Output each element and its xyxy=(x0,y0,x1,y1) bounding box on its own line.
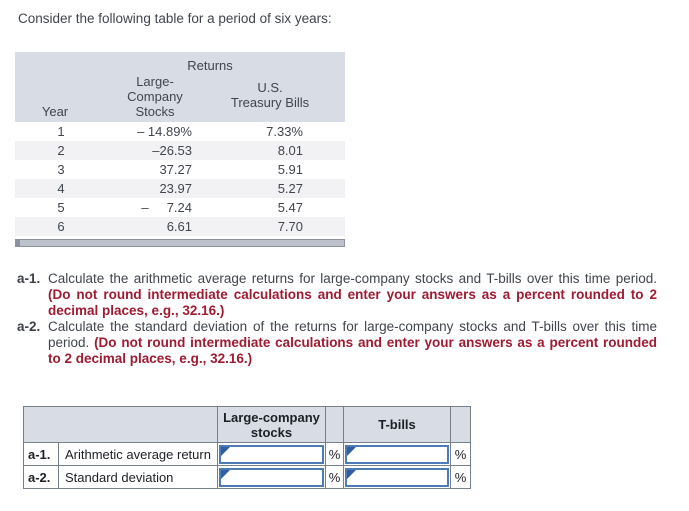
a2-stocks-percent-label: % xyxy=(325,465,344,489)
answer-marker-icon xyxy=(221,469,230,479)
question-a2-instruction: (Do not round intermediate calculations … xyxy=(48,335,657,366)
returns-row-4: 4 23.97 5.27 xyxy=(15,179,345,198)
returns-tbills-cell: 5.91 xyxy=(277,162,303,177)
a2-tbills-answer-box[interactable] xyxy=(345,467,449,487)
returns-filler-cell xyxy=(325,179,345,198)
answer-row-a2-desc: Standard deviation xyxy=(58,465,218,489)
a2-stocks-input-cell xyxy=(217,465,326,489)
returns-year-cell: 2 xyxy=(57,143,65,158)
returns-year-cell: 4 xyxy=(57,181,65,196)
returns-tbills-cell: 5.47 xyxy=(277,200,303,215)
intro-text: Consider the following table for a perio… xyxy=(18,11,332,26)
table-horizontal-scrollbar[interactable] xyxy=(15,239,345,247)
answer-header-spacer-1 xyxy=(325,406,344,443)
returns-filler-cell xyxy=(325,217,345,236)
a2-tbills-percent-label: % xyxy=(450,465,471,489)
scrollbar-notch xyxy=(16,240,20,246)
a1-tbills-percent-label: % xyxy=(450,442,471,466)
question-a1-text: Calculate the arithmetic average returns… xyxy=(48,271,657,286)
returns-year-cell: 6 xyxy=(57,219,65,234)
question-a1: a-1. Calculate the arithmetic average re… xyxy=(17,271,657,319)
column-header-us-treasury-bills: U.S. Treasury Bills xyxy=(230,80,310,110)
returns-tbills-cell: 8.01 xyxy=(277,143,303,158)
answer-marker-icon xyxy=(347,469,356,479)
question-a1-instruction: (Do not round intermediate calculations … xyxy=(48,287,657,318)
answer-row-a2: a-2. Standard deviation % % xyxy=(23,465,471,489)
returns-row-1: 1 – 14.89% 7.33% xyxy=(15,122,345,141)
returns-filler-cell xyxy=(325,141,345,160)
column-header-large-company-stocks: Large- Company Stocks xyxy=(127,74,183,119)
returns-filler-cell xyxy=(325,122,345,141)
answer-row-a1-label: a-1. xyxy=(23,442,59,466)
answer-header-row: Large-company stocks T-bills xyxy=(23,406,471,443)
column-header-year: Year xyxy=(41,104,69,119)
answer-marker-icon xyxy=(347,446,356,456)
question-a2-body: Calculate the standard deviation of the … xyxy=(48,319,657,367)
returns-table-header: Returns Year Large- Company Stocks U.S. … xyxy=(15,52,345,122)
question-a2-label: a-2. xyxy=(17,319,41,334)
answer-header-spacer-2 xyxy=(450,406,471,443)
answer-header-blank xyxy=(23,406,218,443)
answer-row-a2-label: a-2. xyxy=(23,465,59,489)
returns-year-cell: 1 xyxy=(57,124,65,139)
a2-tbills-input[interactable] xyxy=(347,469,447,485)
answer-header-large-company-stocks: Large-company stocks xyxy=(217,406,326,443)
returns-stocks-cell: 23.97 xyxy=(159,181,192,196)
a2-stocks-answer-box[interactable] xyxy=(219,467,324,487)
returns-row-6: 6 6.61 7.70 xyxy=(15,217,345,236)
question-a2: a-2. Calculate the standard deviation of… xyxy=(17,319,657,367)
a1-stocks-percent-label: % xyxy=(325,442,344,466)
returns-filler-cell xyxy=(325,160,345,179)
returns-table: Returns Year Large- Company Stocks U.S. … xyxy=(15,52,345,247)
a1-tbills-input[interactable] xyxy=(347,446,447,462)
returns-title: Returns xyxy=(187,58,233,73)
returns-filler-cell xyxy=(325,198,345,217)
returns-stocks-cell: 37.27 xyxy=(159,162,192,177)
answer-marker-icon xyxy=(221,446,230,456)
a1-stocks-input[interactable] xyxy=(221,446,322,462)
returns-row-3: 3 37.27 5.91 xyxy=(15,160,345,179)
answer-table: Large-company stocks T-bills a-1. Arithm… xyxy=(23,406,471,489)
returns-table-body: 1 – 14.89% 7.33% 2 –26.53 8.01 3 37.27 5.91 4 23.9… xyxy=(15,122,345,236)
returns-stocks-cell: – 7.24 xyxy=(141,200,192,215)
returns-tbills-cell: 5.27 xyxy=(277,181,303,196)
returns-stocks-cell: –26.53 xyxy=(152,143,192,158)
returns-row-5: 5 – 7.24 5.47 xyxy=(15,198,345,217)
returns-row-2: 2 –26.53 8.01 xyxy=(15,141,345,160)
returns-year-cell: 3 xyxy=(57,162,65,177)
a1-tbills-answer-box[interactable] xyxy=(345,444,449,464)
question-a1-label: a-1. xyxy=(17,271,41,286)
returns-stocks-cell: – 14.89% xyxy=(137,124,192,139)
a2-stocks-input[interactable] xyxy=(221,469,322,485)
returns-year-cell: 5 xyxy=(57,200,65,215)
a1-stocks-answer-box[interactable] xyxy=(219,444,324,464)
answer-row-a1: a-1. Arithmetic average return % % xyxy=(23,442,471,466)
returns-tbills-cell: 7.33% xyxy=(266,124,303,139)
a2-tbills-input-cell xyxy=(343,465,451,489)
question-a1-body: Calculate the arithmetic average returns… xyxy=(48,271,657,319)
question-a2-text: Calculate the standard deviation of the … xyxy=(48,319,657,350)
a1-stocks-input-cell xyxy=(217,442,326,466)
answer-header-tbills: T-bills xyxy=(343,406,451,443)
question-text-block: a-1. Calculate the arithmetic average re… xyxy=(17,271,657,367)
answer-row-a1-desc: Arithmetic average return xyxy=(58,442,218,466)
a1-tbills-input-cell xyxy=(343,442,451,466)
returns-tbills-cell: 7.70 xyxy=(277,219,303,234)
returns-stocks-cell: 6.61 xyxy=(166,219,192,234)
